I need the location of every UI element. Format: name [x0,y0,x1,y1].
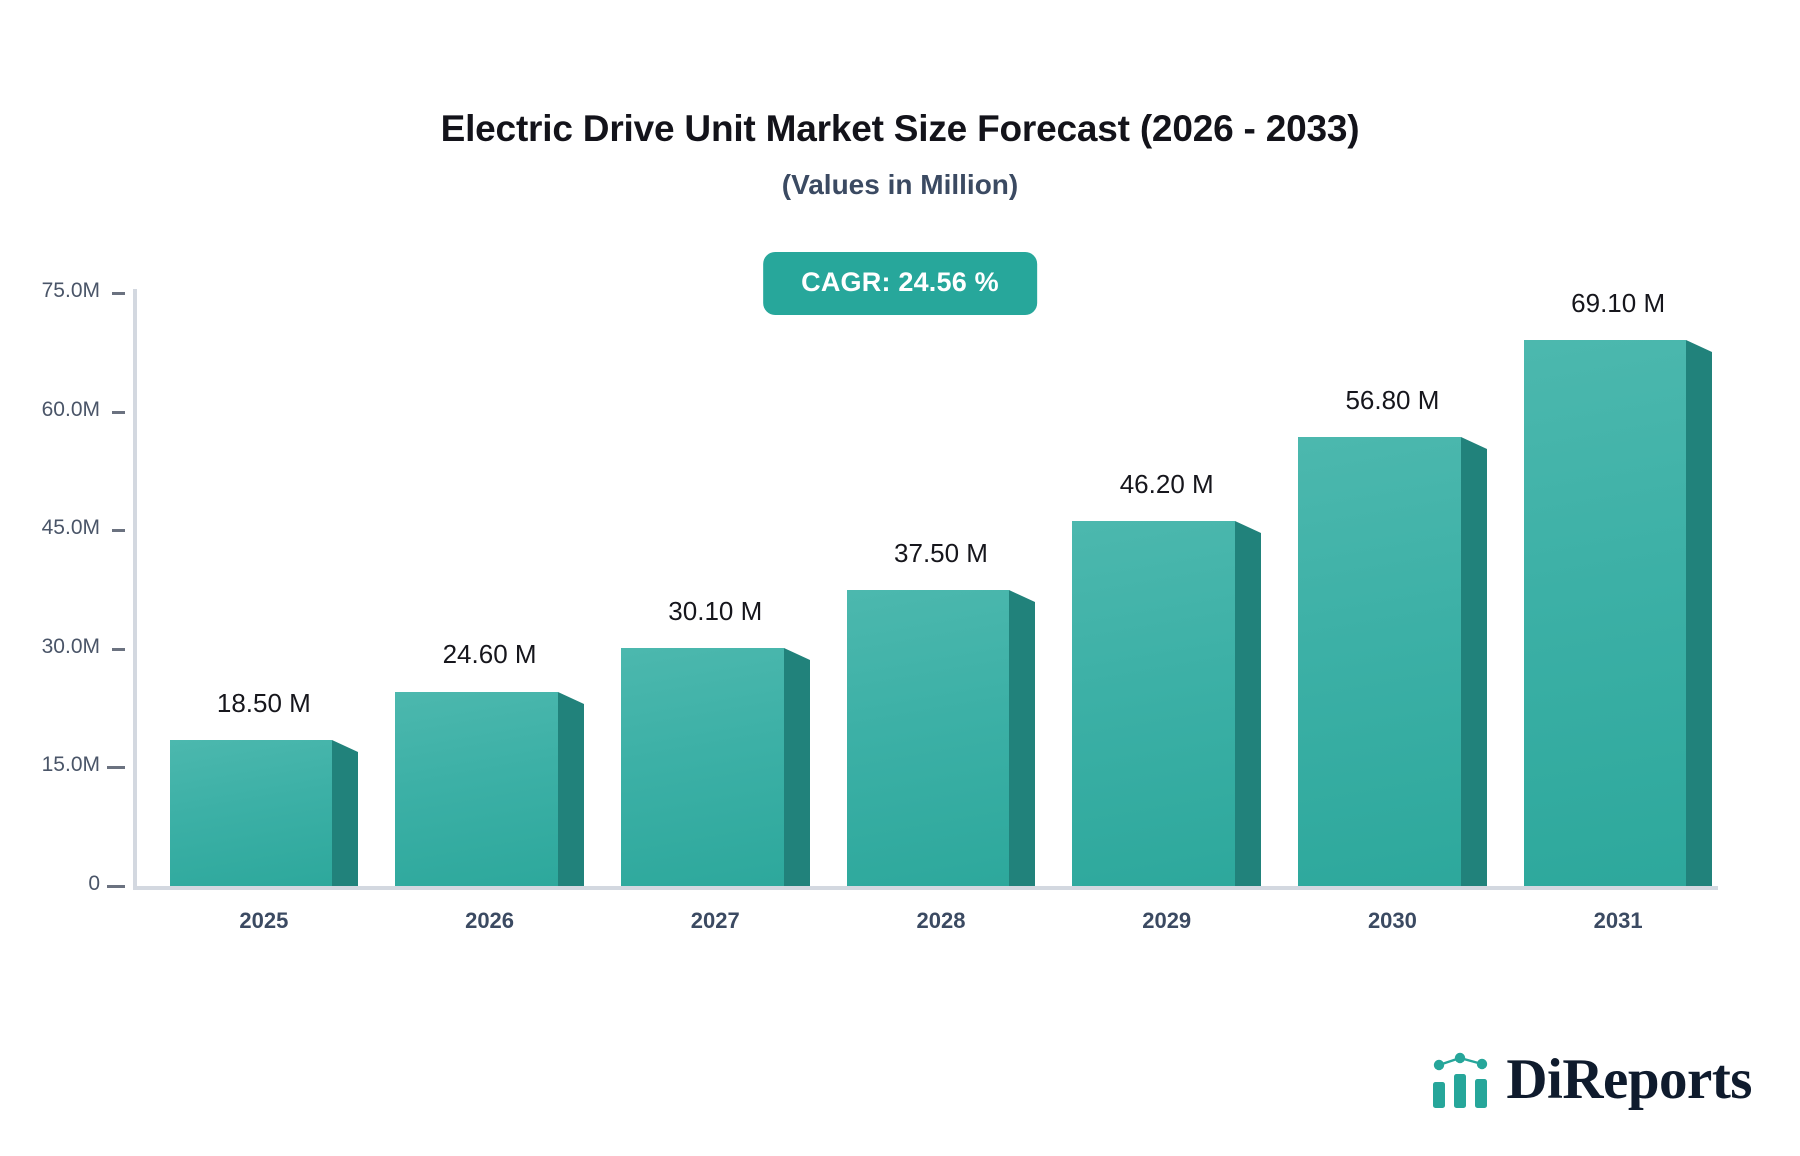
bar-value-label: 46.20 M [1119,468,1214,499]
bar-front-face [169,739,333,886]
bar-front-face [1298,436,1461,886]
bar-side-face [332,751,359,886]
bar-column[interactable] [1298,436,1487,886]
x-axis-line [133,886,1718,890]
chart-header: Electric Drive Unit Market Size Forecast… [0,108,1800,201]
bar-column[interactable] [395,691,584,886]
x-axis-tick-label: 2030 [1367,908,1417,933]
bar-front-face [1523,339,1687,886]
bar-side-face [1009,601,1036,886]
x-axis-tick-label: 2025 [239,908,289,933]
bar-front-face [1072,520,1235,886]
bar-side-face [557,703,584,886]
bar-front-face [621,648,784,886]
bar-value-label: 56.80 M [1345,384,1440,415]
bar-top-cap [1234,520,1261,533]
bar-value-label: 69.10 M [1571,287,1666,318]
bar-front-face [846,589,1010,886]
bar-column[interactable] [846,589,1036,886]
bar-top-cap [332,739,359,752]
y-axis-tick-label: 60.0M [41,397,100,421]
bar-value-label: 24.60 M [442,639,537,670]
bar-value-label: 30.10 M [668,596,763,626]
x-axis-tick-label: 2028 [916,908,966,933]
y-axis-tick-mark [107,766,125,770]
bar-column[interactable] [169,739,359,886]
x-axis-tick-label: 2026 [465,908,515,933]
page-title: Electric Drive Unit Market Size Forecast… [440,108,1360,149]
bar-top-cap [783,648,810,661]
y-axis-line [133,289,137,889]
bar-front-face [395,691,558,886]
y-axis-tick-label: 45.0M [41,516,100,540]
bar-value-label: 37.50 M [894,537,988,568]
bar-top-cap [557,691,584,704]
bar-side-face [1460,448,1487,886]
bar-column[interactable] [1523,339,1713,886]
y-axis-tick-label: 75.0M [41,279,100,302]
y-axis-tick-mark [112,529,125,533]
bar-column[interactable] [621,648,810,886]
x-axis-tick-label: 2027 [690,908,740,933]
bar-side-face [1234,532,1261,886]
bar-chart-icon [1433,1052,1488,1108]
y-axis-tick-mark [112,410,125,414]
bar-value-label: 18.50 M [216,687,311,718]
cagr-badge: CAGR: 24.56 % [763,252,1037,315]
y-axis-tick-mark [107,885,125,888]
x-axis-tick-label: 2029 [1142,908,1192,933]
direports-logo: DiReports [1430,1051,1752,1108]
bar-top-cap [1460,436,1487,449]
bar-side-face [783,660,810,886]
y-axis-tick-label: 0 [88,872,100,895]
x-axis-tick-label: 2031 [1593,908,1643,933]
y-axis-tick-mark [112,647,125,651]
y-axis-tick-label: 30.0M [41,634,100,658]
logo-wordmark: DiReports [1506,1048,1752,1111]
bar-top-cap [1686,339,1713,352]
bar-column[interactable] [1072,520,1261,886]
y-axis-tick-mark [112,292,125,295]
bar-top-cap [1009,589,1036,602]
bar-side-face [1686,351,1713,886]
chart-subtitle: (Values in Million) [781,168,1019,200]
y-axis-tick-label: 15.0M [41,753,100,777]
